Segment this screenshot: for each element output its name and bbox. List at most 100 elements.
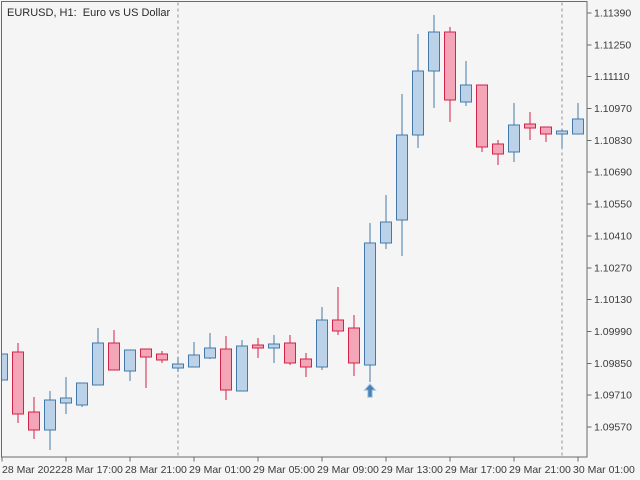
candle [92,328,104,386]
candle-body [460,84,472,103]
candle [44,391,56,450]
candle [204,333,216,359]
price-tick-label: 1.11390 [594,8,631,20]
candle [524,111,536,140]
candle [348,315,360,377]
candle [60,376,72,415]
chart-title: EURUSD, H1: Euro vs US Dollar [7,7,171,19]
candle [188,341,200,368]
candle-body [220,348,232,391]
price-tick-label: 1.09850 [594,358,632,370]
candle-body [204,347,216,359]
candle-body [476,84,488,148]
price-tick-label: 1.10410 [594,230,632,242]
candle [172,356,184,372]
candle [540,126,552,142]
candle [412,33,424,149]
candle-body [284,342,296,364]
candle [28,396,40,440]
candle [556,129,568,149]
candle-body [348,327,360,364]
candle [76,382,88,407]
candle-body [332,319,344,332]
candle-body [44,399,56,431]
candle-body [76,382,88,406]
price-tick-label: 1.10690 [594,167,632,179]
candle [300,353,312,377]
price-axis[interactable]: 1.11390 1.11250 1.11110 1.10970 1.10830 1.106… [587,8,632,434]
candle-body [252,344,264,349]
candle-body [412,70,424,136]
candle-body [108,342,120,371]
candle [108,330,120,371]
price-tick-label: 1.11110 [594,71,630,83]
candle-body [268,343,280,349]
time-tick-label: 29 Mar 09:00 [317,464,379,476]
candle [252,338,264,359]
candle-body [508,124,520,153]
time-tick-label: 28 Mar 17:00 [61,464,123,476]
candle-body [188,354,200,368]
price-tick-label: 1.10130 [594,294,632,306]
candle [140,348,152,388]
price-tick-label: 1.11250 [594,39,631,51]
time-tick-label: 29 Mar 21:00 [509,464,571,476]
time-tick-label: 29 Mar 05:00 [253,464,315,476]
price-tick-label: 1.10550 [594,199,632,211]
candle-body [60,397,72,404]
candle-body [236,345,248,392]
candle [316,307,328,370]
candle [268,335,280,364]
candle [124,349,136,382]
candle-body [2,353,8,381]
candle [284,335,296,365]
price-tick-label: 1.09710 [594,390,632,402]
price-tick-label: 1.10970 [594,103,632,115]
candle [12,343,24,423]
candle-body [92,342,104,386]
price-tick-label: 1.09990 [594,326,632,338]
candle [572,103,584,135]
candle [380,194,392,250]
candle [332,287,344,336]
candle-body [124,349,136,372]
candle [220,336,232,400]
candle-body [524,123,536,129]
candle-body [364,242,376,366]
candle-body [540,126,552,135]
candle [236,340,248,392]
candle-body [12,351,24,415]
candle-body [572,118,584,135]
candle [444,27,456,122]
candle [2,353,8,381]
candle-body [316,319,328,368]
candle [508,103,520,162]
time-tick-label: 30 Mar 01:00 [573,464,635,476]
candle-body [300,358,312,368]
candle-body [140,348,152,358]
candle [492,139,504,165]
candle [156,351,168,364]
candle [396,93,408,256]
candle [460,60,472,107]
time-tick-label: 29 Mar 13:00 [381,464,443,476]
candle-body [380,221,392,244]
candle-body [556,130,568,135]
candle-body [396,134,408,221]
candle [476,84,488,152]
candle-body [492,143,504,155]
price-tick-label: 1.10830 [594,135,632,147]
candle-body [172,363,184,369]
time-tick-label: 29 Mar 17:00 [445,464,507,476]
candle [364,222,376,382]
plot-frame [1,1,588,458]
candle [428,15,440,109]
time-tick-label: 29 Mar 01:00 [189,464,251,476]
time-axis[interactable]: 28 Mar 2022 28 Mar 17:00 28 Mar 21:00 29 Ma… [1,457,635,476]
candles [2,15,584,450]
time-tick-label: 28 Mar 2022 [2,464,61,476]
day-separators [177,2,563,457]
